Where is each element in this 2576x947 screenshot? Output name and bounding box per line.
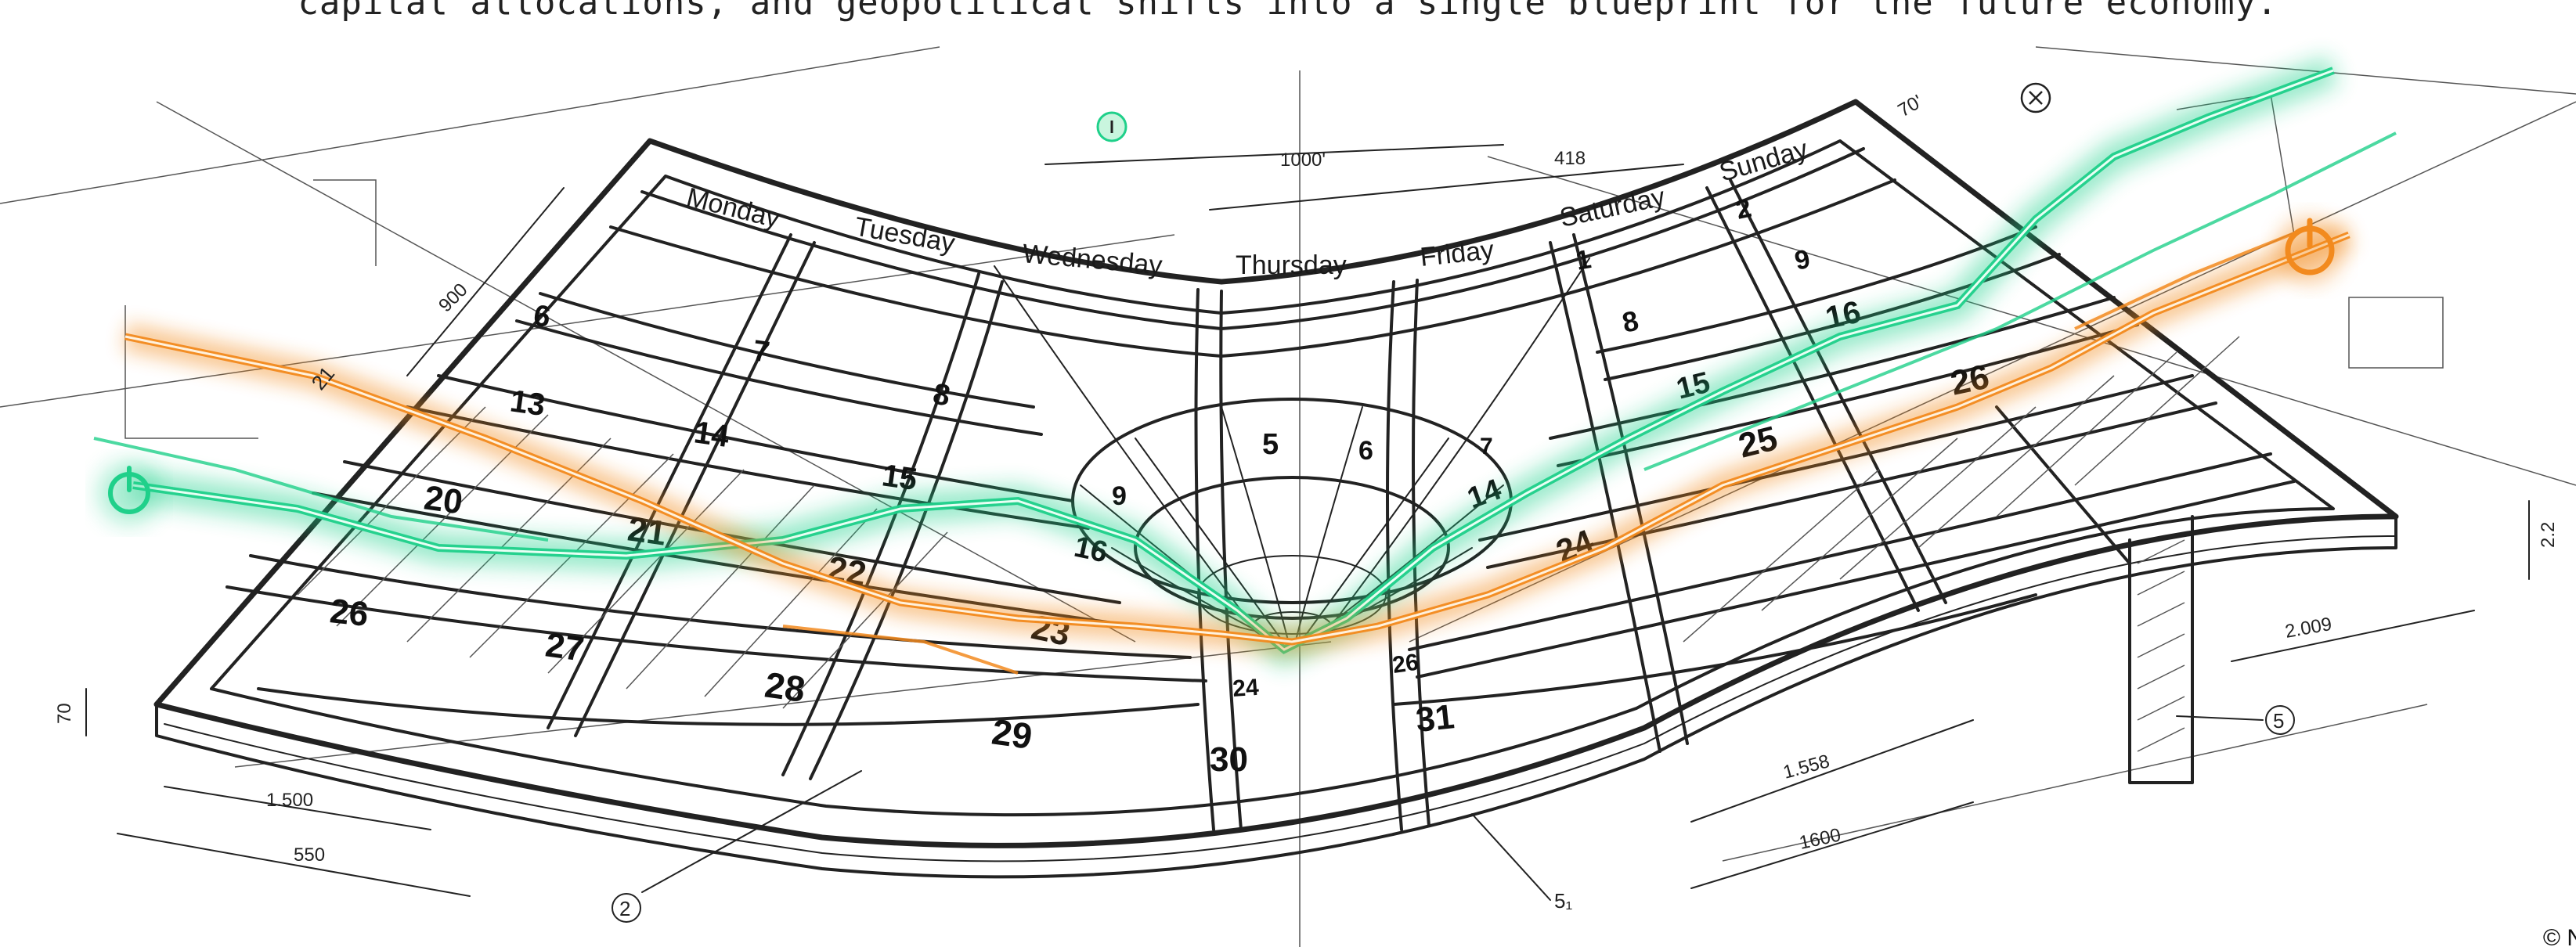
date-number: 28 [763, 664, 808, 710]
date-number: 31 [1414, 697, 1456, 740]
info-icon [1096, 111, 1127, 142]
date-number: 24 [1232, 675, 1260, 702]
date-number: 5 [1262, 428, 1279, 461]
date-number: 20 [422, 478, 465, 521]
date-number: 30 [1210, 740, 1248, 779]
weekday-label: Friday [1419, 235, 1495, 272]
dimension-label: 1.500 [266, 790, 313, 811]
date-number: 7 [1480, 434, 1493, 459]
copyright-mark: © N [2542, 925, 2576, 947]
dimension-label: 418 [1554, 148, 1586, 169]
date-number: 9 [1112, 481, 1127, 511]
date-number: 8 [1619, 304, 1641, 339]
dimension-label: 70 [54, 703, 75, 724]
dimension-label: 900 [435, 279, 471, 316]
date-number: 27 [543, 625, 586, 668]
date-number: 6 [1358, 436, 1373, 466]
date-number: 14 [692, 415, 732, 454]
dimension-label: 2.009 [2283, 614, 2333, 643]
weekday-label: Thursday [1236, 250, 1347, 280]
dimension-label: 1000' [1280, 149, 1326, 171]
date-number: 13 [508, 383, 547, 423]
weekday-label: Wednesday [1021, 239, 1164, 280]
date-number: 9 [1792, 244, 1813, 276]
power-icon [98, 462, 161, 524]
date-number: 7 [751, 334, 772, 369]
weekday-label: Saturday [1557, 182, 1668, 232]
date-number: 26 [1391, 650, 1420, 679]
dimension-label: 550 [294, 844, 325, 866]
callout-label: 5₁ [1554, 889, 1572, 913]
date-number: 8 [930, 378, 952, 413]
calendar-slab [153, 99, 2399, 879]
date-number: 1 [1574, 244, 1593, 276]
dimension-label: 1.558 [1781, 751, 1832, 783]
dimension-label: 70' [1895, 91, 1927, 121]
dimension-label: 2.2 [2538, 522, 2559, 548]
weekday-label: Monday [684, 182, 783, 234]
support-pillar [2128, 515, 2194, 784]
power-icon [2275, 216, 2344, 285]
caption-text: capital allocations, and geopolitical sh… [298, 0, 2278, 23]
gear-icon [2020, 82, 2051, 113]
dimension-label: 1600 [1798, 824, 1843, 854]
construction-lines [0, 46, 2576, 947]
glow-lines [93, 56, 2397, 675]
date-number: 26 [328, 592, 370, 634]
date-number: 29 [990, 711, 1035, 757]
callout-label: 2 [619, 897, 630, 920]
callout-label: 5 [2273, 709, 2284, 733]
date-number: 15 [880, 458, 919, 497]
